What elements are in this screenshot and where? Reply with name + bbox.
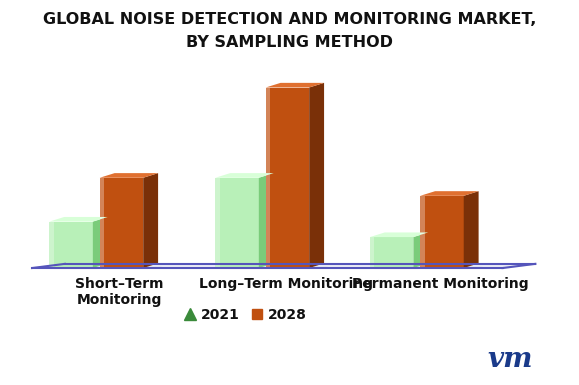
Polygon shape [143,173,158,268]
Text: Long–Term Monitoring: Long–Term Monitoring [199,277,373,291]
Polygon shape [370,237,375,268]
Polygon shape [215,178,259,268]
Polygon shape [266,87,270,268]
Polygon shape [370,237,413,268]
Polygon shape [215,173,274,178]
Polygon shape [309,83,324,268]
Polygon shape [49,222,54,268]
Polygon shape [370,233,428,237]
Text: GLOBAL NOISE DETECTION AND MONITORING MARKET,: GLOBAL NOISE DETECTION AND MONITORING MA… [43,12,536,27]
Polygon shape [420,196,425,268]
Polygon shape [100,178,104,268]
Text: vm: vm [487,346,533,373]
Polygon shape [54,267,112,269]
Polygon shape [375,267,433,269]
Polygon shape [100,178,143,268]
Polygon shape [49,217,108,222]
Text: BY SAMPLING METHOD: BY SAMPLING METHOD [186,35,393,50]
Polygon shape [104,267,163,269]
Polygon shape [32,264,536,268]
Polygon shape [270,267,329,269]
Polygon shape [93,217,108,268]
Polygon shape [100,173,158,178]
Polygon shape [220,267,278,269]
Polygon shape [266,87,309,268]
Polygon shape [420,191,479,196]
Polygon shape [215,178,220,268]
Polygon shape [413,233,428,268]
Polygon shape [425,267,483,269]
Legend: 2021, 2028: 2021, 2028 [185,308,307,322]
Polygon shape [464,191,479,268]
Polygon shape [259,173,274,268]
Polygon shape [420,196,464,268]
Text: Permanent Monitoring: Permanent Monitoring [352,277,529,291]
Polygon shape [49,222,93,268]
Polygon shape [266,83,324,87]
Text: Short–Term
Monitoring: Short–Term Monitoring [75,277,164,307]
